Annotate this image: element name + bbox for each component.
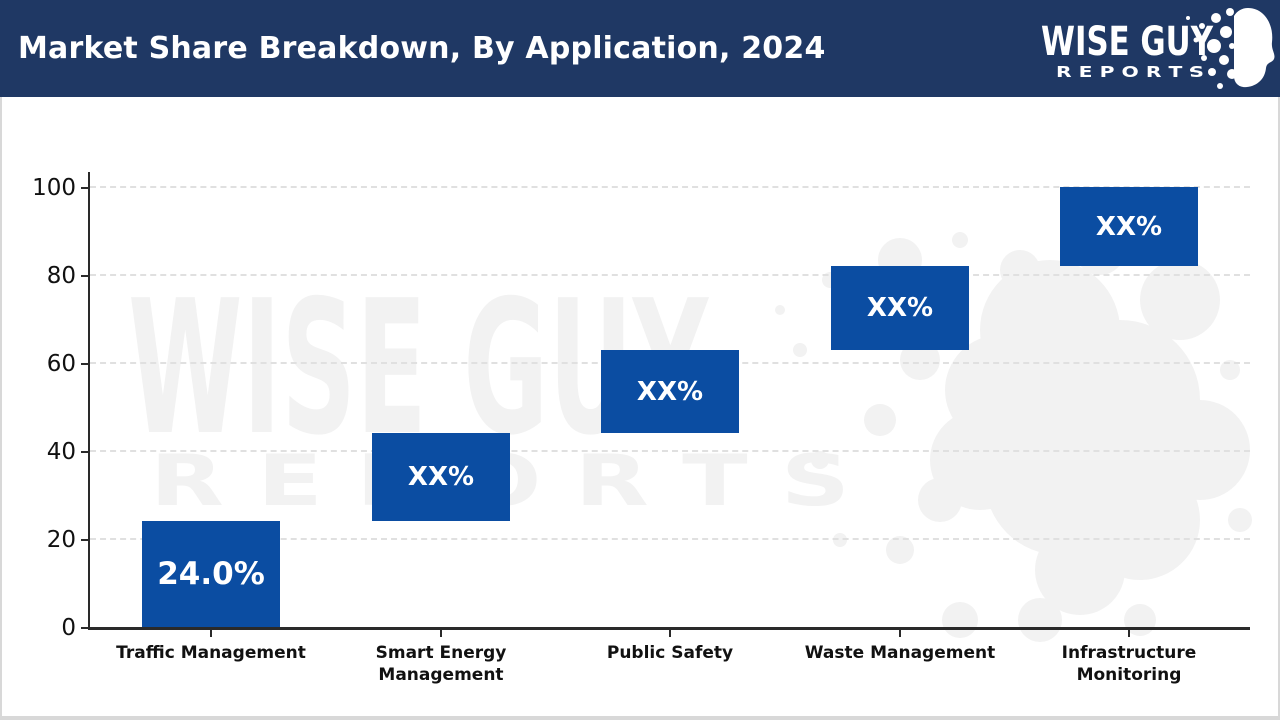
y-tick-mark-20 — [81, 539, 88, 541]
bar-label-infrastructure-monitoring: XX% — [1095, 211, 1163, 242]
gridline-80 — [90, 274, 1250, 276]
wise-guy-logo: WISE GUY R E P O R T S — [1041, 8, 1275, 89]
x-axis-line — [88, 627, 1250, 630]
y-tick-label-0: 0 — [61, 615, 76, 641]
bar-infrastructure-monitoring: XX% — [1060, 187, 1198, 267]
x-tick-mark-traffic-management — [210, 630, 212, 637]
x-tick-label-waste-management: Waste Management — [804, 643, 996, 663]
x-tick-label-traffic-management: Traffic Management — [116, 643, 306, 663]
logo-head-icon — [1186, 8, 1275, 89]
bar-label-waste-management: XX% — [866, 292, 934, 323]
y-tick-mark-60 — [81, 363, 88, 365]
header: Market Share Breakdown, By Application, … — [0, 0, 1280, 97]
y-tick-mark-40 — [81, 451, 88, 453]
y-tick-label-80: 80 — [46, 263, 76, 289]
page-title: Market Share Breakdown, By Application, … — [18, 31, 826, 66]
y-tick-label-60: 60 — [46, 351, 76, 377]
y-tick-label-20: 20 — [46, 527, 76, 553]
bar-public-safety: XX% — [601, 349, 739, 434]
y-tick-label-100: 100 — [32, 175, 76, 201]
x-tick-mark-waste-management — [899, 630, 901, 637]
logo-reports-text: R E P O R T S — [1056, 63, 1204, 81]
logo-wiseguy-text: WISE GUY — [1041, 19, 1214, 65]
bar-label-public-safety: XX% — [636, 376, 704, 407]
x-tick-mark-smart-energy-management — [440, 630, 442, 637]
x-tick-label-smart-energy-management: Smart Energy Management — [375, 643, 507, 685]
bar-label-traffic-management: 24.0% — [157, 556, 265, 593]
gridline-20 — [90, 538, 1250, 540]
x-tick-mark-public-safety — [669, 630, 671, 637]
x-tick-label-infrastructure-monitoring: Infrastructure Monitoring — [1061, 643, 1197, 685]
y-tick-mark-0 — [81, 627, 88, 629]
gridline-40 — [90, 450, 1250, 452]
y-tick-label-40: 40 — [46, 439, 76, 465]
y-tick-mark-80 — [81, 275, 88, 277]
bar-waste-management: XX% — [831, 266, 969, 350]
y-axis-line — [88, 172, 90, 629]
bar-smart-energy-management: XX% — [372, 433, 510, 522]
y-tick-mark-100 — [81, 187, 88, 189]
gridline-100 — [90, 186, 1250, 188]
bar-label-smart-energy-management: XX% — [407, 462, 475, 493]
bar-traffic-management: 24.0% — [142, 521, 280, 627]
x-tick-mark-infrastructure-monitoring — [1128, 630, 1130, 637]
x-tick-label-public-safety: Public Safety — [606, 643, 734, 663]
